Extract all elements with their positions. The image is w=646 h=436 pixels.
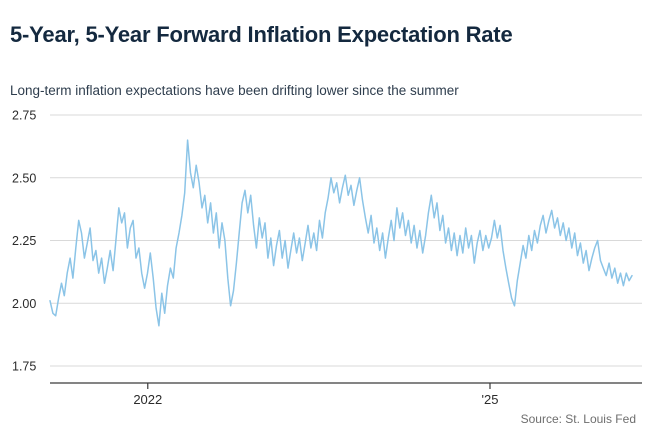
line-chart-svg: 2.75 2.50 2.25 2.00 1.75 2022 '25 [12,109,642,407]
y-axis-label: 2.00 [12,297,36,311]
line-chart: 2.75 2.50 2.25 2.00 1.75 2022 '25 [0,96,646,410]
y-axis-label: 2.75 [12,109,36,123]
page-title: 5-Year, 5-Year Forward Inflation Expecta… [10,21,513,47]
y-axis-label: 2.25 [12,234,36,248]
y-axis-label: 1.75 [12,360,36,374]
y-axis-label: 2.50 [12,171,36,185]
data-line [49,139,633,327]
x-axis-label: 2022 [133,392,162,407]
chart-subtitle: Long-term inflation expectations have be… [10,82,459,98]
x-axis-label: '25 [482,392,499,407]
source-label: Source: St. Louis Fed [520,412,636,426]
